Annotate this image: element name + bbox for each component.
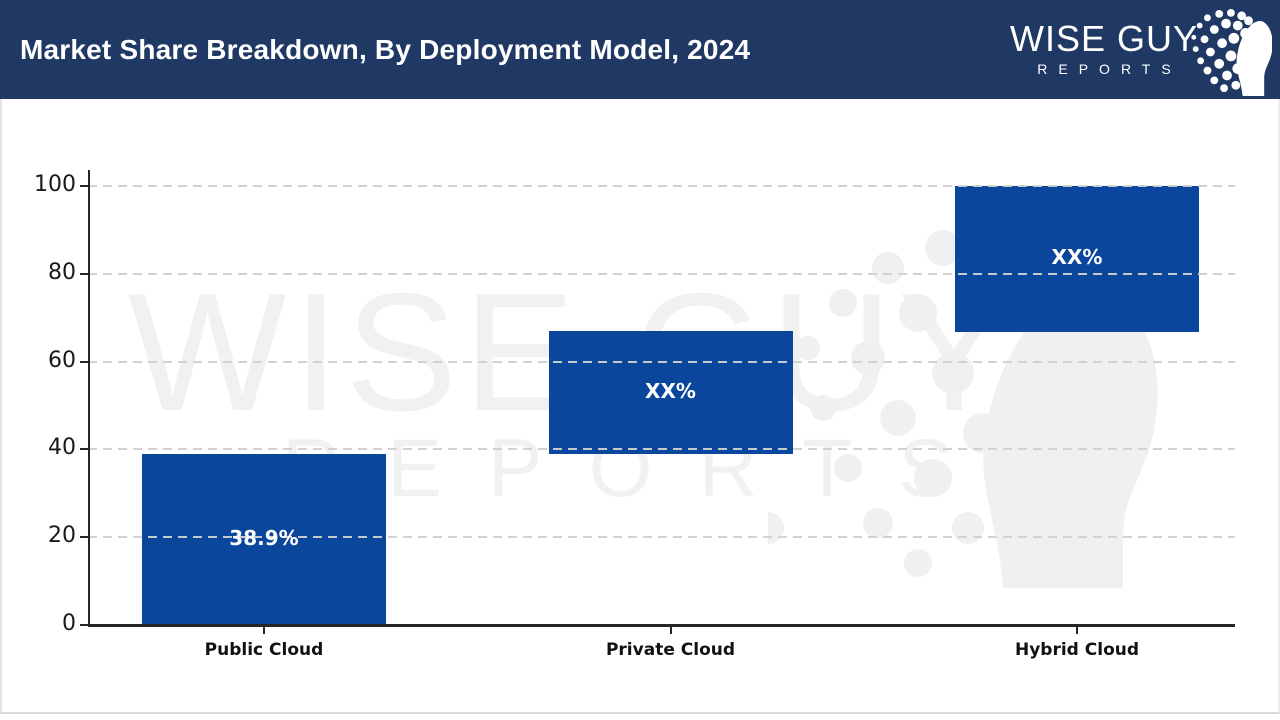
gridline-60 [88, 360, 1235, 363]
x-category-label: Public Cloud [204, 640, 324, 660]
x-category-label: Private Cloud [605, 640, 736, 660]
x-tick [1076, 626, 1078, 634]
dotted-head-icon [1191, 8, 1272, 96]
logo-text: WISE GUY REPORTS [1010, 20, 1198, 77]
y-axis-line [88, 170, 90, 627]
logo-wordmark: WISE GUY [1009, 18, 1198, 59]
page-title: Market Share Breakdown, By Deployment Mo… [20, 33, 751, 65]
gridline-40 [88, 448, 1235, 451]
y-tick [80, 536, 88, 539]
bar-value-label: XX% [1051, 245, 1103, 270]
x-tick [263, 626, 265, 634]
x-axis-line [88, 624, 1235, 627]
header-bar: Market Share Breakdown, By Deployment Mo… [0, 0, 1280, 99]
wiseguy-logo: WISE GUY REPORTS [1008, 6, 1272, 96]
y-tick [80, 360, 88, 363]
y-tick [80, 624, 88, 626]
bar-hybrid-cloud [955, 186, 1199, 333]
x-tick [669, 626, 672, 634]
bar-value-label: XX% [645, 378, 696, 403]
bar-private-cloud [548, 330, 793, 455]
y-tick [80, 185, 88, 187]
y-tick-label: 60 [48, 347, 76, 373]
y-tick-label: 100 [34, 172, 76, 197]
y-tick-label: 40 [48, 435, 76, 461]
bar-value-label: 38.9% [229, 525, 299, 550]
gridline-100 [88, 185, 1235, 187]
y-tick-label: 80 [48, 259, 76, 285]
x-category-label: Hybrid Cloud [1014, 640, 1140, 660]
logo-subtitle: REPORTS [1037, 60, 1182, 77]
y-tick-label: 0 [62, 611, 76, 636]
gridline-20 [88, 536, 1235, 539]
y-tick [80, 448, 88, 451]
y-tick [80, 272, 88, 275]
gridline-80 [88, 272, 1235, 275]
y-tick-label: 20 [48, 523, 76, 549]
bar-public-cloud [142, 454, 386, 625]
